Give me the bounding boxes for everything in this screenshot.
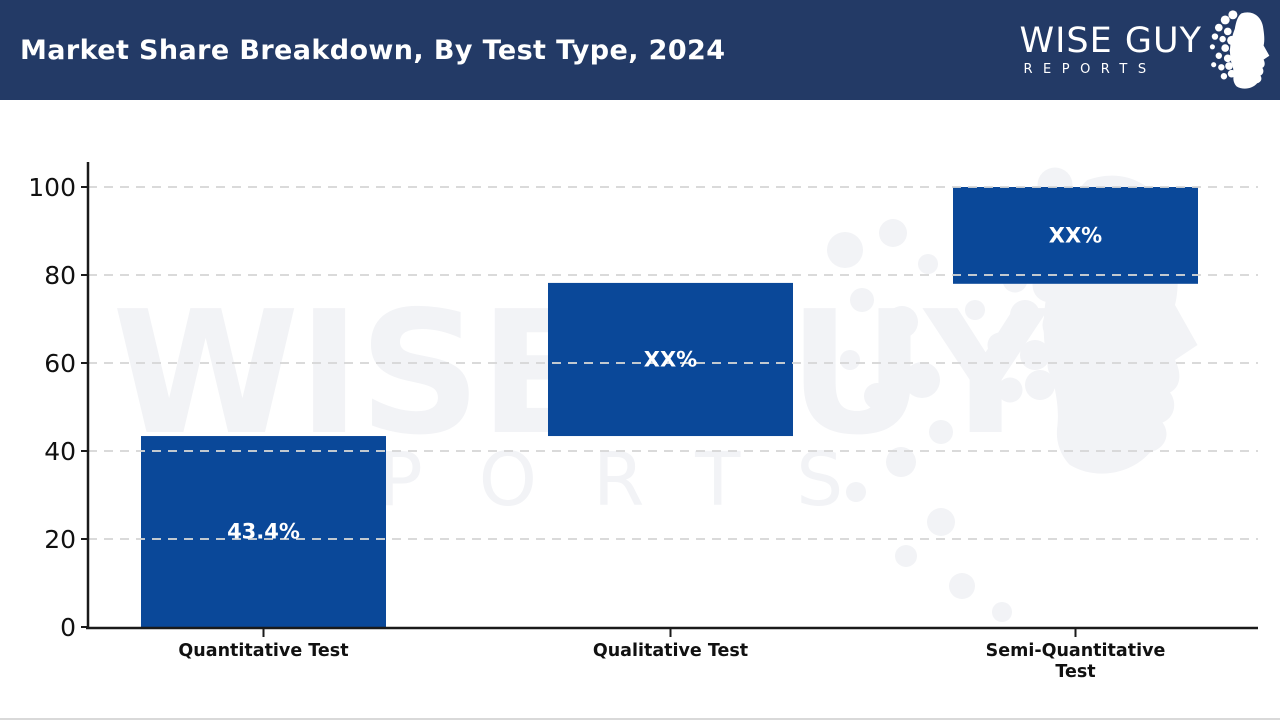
bottom-border bbox=[0, 718, 1280, 720]
market-share-chart: WISE GUY REPORTS bbox=[28, 162, 1258, 682]
category-label-semi-quantitative-test: Semi-Quantitative Test bbox=[986, 641, 1166, 682]
category-labels-layer: Quantitative Test Qualitative Test Semi-Qu… bbox=[178, 641, 1165, 682]
bar-value-label-qualitative-test: XX% bbox=[644, 347, 697, 371]
logo-wordmark: WISE GUY bbox=[1019, 20, 1202, 61]
bar-value-label-semi-quantitative-test: XX% bbox=[1049, 223, 1102, 247]
y-tick-label-60: 60 bbox=[44, 349, 76, 378]
watermark-dots bbox=[827, 219, 1012, 622]
bars-layer bbox=[141, 187, 1198, 627]
bar-qualitative-test bbox=[548, 282, 793, 437]
bar-value-label-quantitative-test: 43.4% bbox=[227, 520, 300, 544]
value-labels-layer: 43.4% XX% XX% bbox=[227, 223, 1102, 543]
axes-layer bbox=[86, 162, 1258, 630]
category-label-qualitative-test: Qualitative Test bbox=[593, 641, 748, 661]
y-tick-label-0: 0 bbox=[60, 613, 76, 642]
wise-guy-reports-logo: WISE GUY REPORTS bbox=[1019, 6, 1270, 94]
logo-face-icon bbox=[1209, 10, 1270, 89]
ticks-layer: 0 20 40 60 80 100 bbox=[28, 173, 1077, 642]
logo-text: WISE GUY REPORTS bbox=[1019, 20, 1202, 77]
header-bar: Market Share Breakdown, By Test Type, 20… bbox=[0, 0, 1280, 100]
y-tick-label-20: 20 bbox=[44, 525, 76, 554]
y-tick-label-40: 40 bbox=[44, 437, 76, 466]
y-tick-label-80: 80 bbox=[44, 261, 76, 290]
bar-quantitative-test bbox=[141, 436, 386, 627]
category-label-quantitative-test: Quantitative Test bbox=[178, 641, 348, 661]
bar-semi-quantitative-test bbox=[953, 187, 1198, 284]
y-tick-label-100: 100 bbox=[28, 173, 76, 202]
logo-subtext: REPORTS bbox=[1023, 61, 1157, 77]
grid-layer bbox=[88, 186, 1258, 540]
page-title: Market Share Breakdown, By Test Type, 20… bbox=[20, 34, 726, 66]
